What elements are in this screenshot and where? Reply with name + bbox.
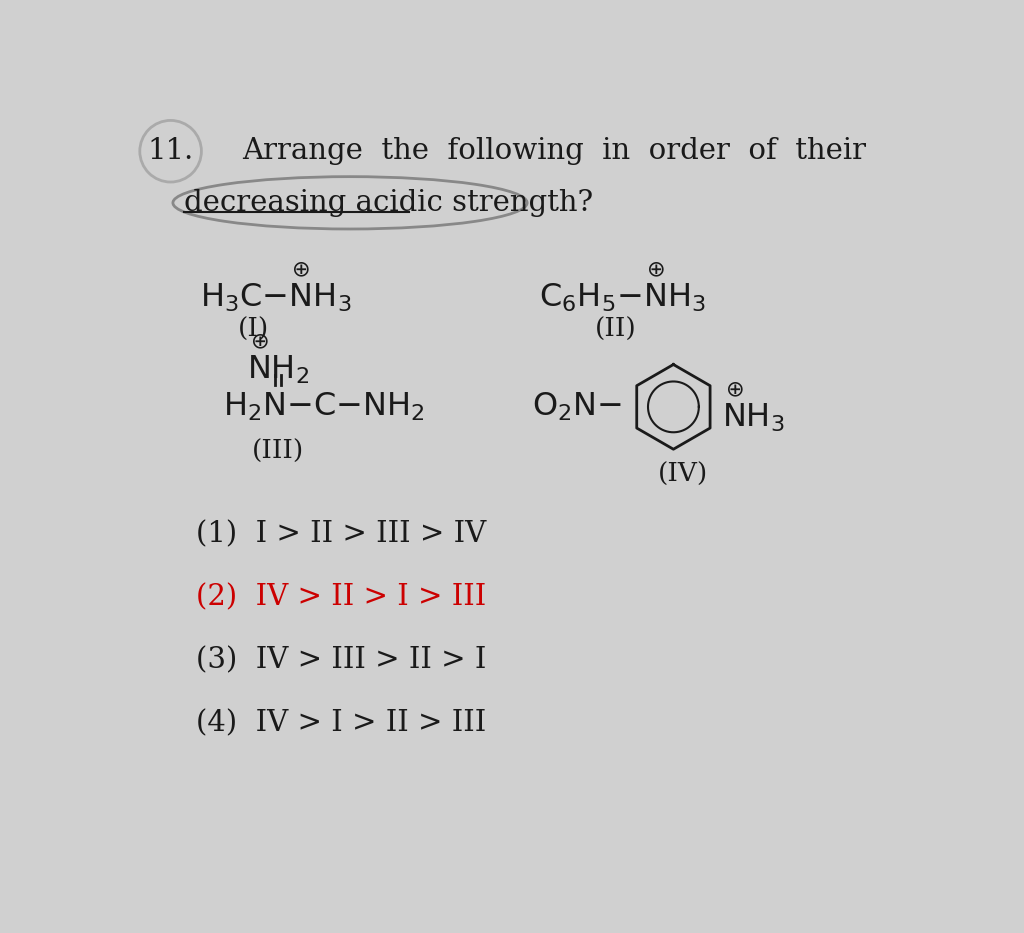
Text: $\mathrm{C_6H_5{-}\overset{\oplus}{N}H_3}$: $\mathrm{C_6H_5{-}\overset{\oplus}{N}H_3…	[539, 260, 706, 314]
Text: (3)  IV > III > II > I: (3) IV > III > II > I	[196, 647, 486, 675]
Text: $\mathrm{H_3C{-}\overset{\oplus}{N}H_3}$: $\mathrm{H_3C{-}\overset{\oplus}{N}H_3}$	[200, 260, 351, 314]
Text: $\mathrm{\overset{\oplus}{N}H_3}$: $\mathrm{\overset{\oplus}{N}H_3}$	[722, 380, 784, 434]
Text: $\mathrm{\overset{\oplus}{N}H_2}$: $\mathrm{\overset{\oplus}{N}H_2}$	[247, 332, 309, 386]
Text: $\mathrm{O_2N{-}}$: $\mathrm{O_2N{-}}$	[531, 391, 622, 423]
Text: 11.: 11.	[147, 137, 194, 165]
Text: (II): (II)	[595, 317, 637, 342]
Text: $\mathrm{H_2N{-}C{-}NH_2}$: $\mathrm{H_2N{-}C{-}NH_2}$	[223, 391, 425, 423]
Text: (4)  IV > I > II > III: (4) IV > I > II > III	[196, 709, 486, 737]
Text: (III): (III)	[252, 439, 304, 464]
Text: decreasing acidic strength?: decreasing acidic strength?	[184, 188, 594, 216]
Text: (1)  I > II > III > IV: (1) I > II > III > IV	[196, 520, 486, 548]
Text: (2)  IV > II > I > III: (2) IV > II > I > III	[196, 583, 486, 611]
Text: Arrange  the  following  in  order  of  their: Arrange the following in order of their	[242, 137, 866, 165]
Text: (I): (I)	[239, 317, 269, 342]
Text: (IV): (IV)	[657, 462, 708, 487]
